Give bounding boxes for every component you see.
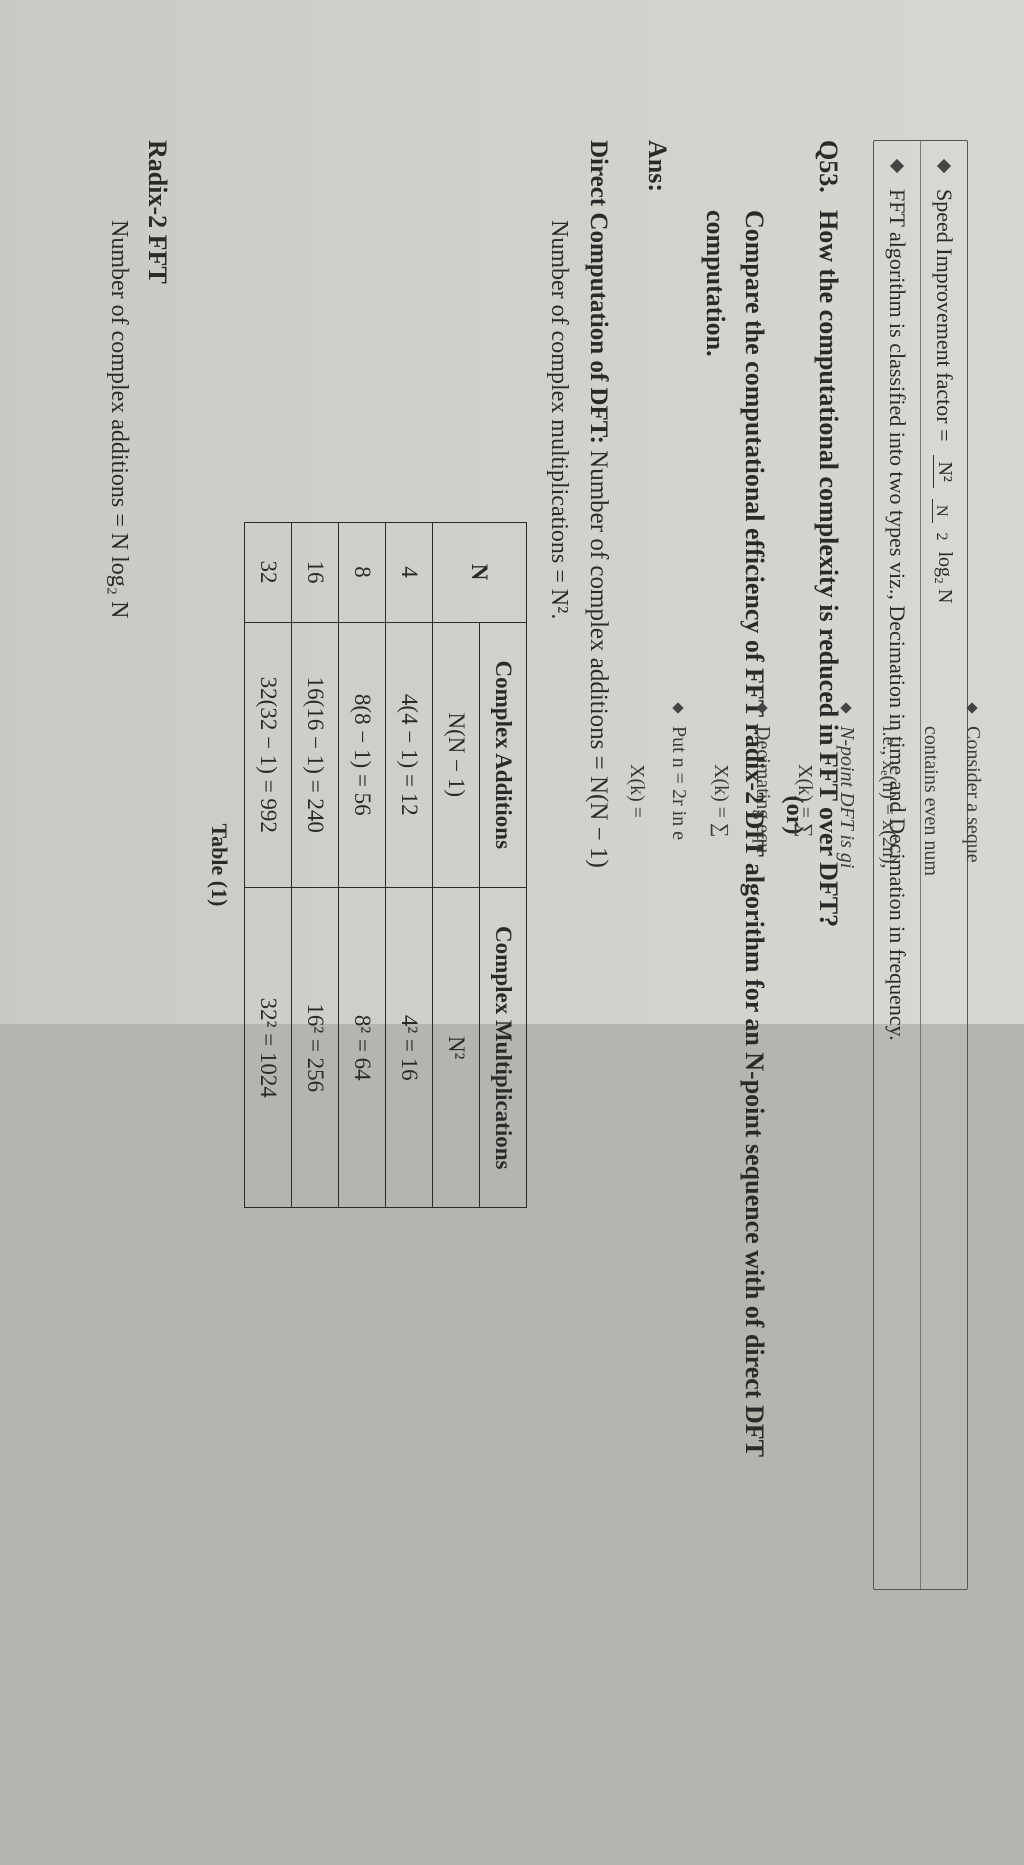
table-sub-row: N(N − 1) N²	[433, 522, 480, 1208]
bullet-icon	[840, 702, 851, 713]
page-scan: Speed Improvement factor = N² N 2 log₂ N…	[0, 0, 1024, 1024]
speed-fraction: N² N 2 log₂ N	[932, 455, 956, 609]
rhs-line: Consider a seque	[952, 704, 994, 1034]
table-row: 4 4(4 − 1) = 12 4² = 16	[386, 522, 433, 1208]
direct-title: Direct Computation of DFT: Number of com…	[584, 140, 612, 1590]
speed-frac-bot: N 2 log₂ N	[934, 493, 956, 610]
table-row: 16 16(16 − 1) = 240 16² = 256	[292, 522, 339, 1208]
rhs-line: N-point DFT is gi	[826, 704, 868, 1034]
rhs-line: contains even num	[910, 726, 952, 1034]
col-n: N	[433, 522, 527, 622]
table-caption: Table (1)	[206, 140, 232, 1590]
bullet-icon	[672, 702, 683, 713]
rhs-line: Decimating equ	[742, 704, 784, 1034]
sub-add: N(N − 1)	[433, 622, 480, 888]
speed-label: Speed Improvement factor =	[931, 189, 957, 441]
radix-line: Number of complex additions = N log₂ N	[105, 220, 132, 1590]
bullet-icon	[756, 702, 767, 713]
rhs-line: X(k) =	[616, 764, 658, 1034]
bullet-icon	[937, 159, 951, 173]
rhs-line: X(k) = ∑	[700, 764, 742, 1034]
table-header-row: N Complex Additions Complex Multiplicati…	[480, 522, 527, 1208]
radix-title: Radix-2 FFT	[142, 140, 172, 1590]
answer-label: Ans:	[642, 140, 672, 210]
question-number: Q53.	[813, 140, 843, 210]
col-add: Complex Additions	[480, 622, 527, 888]
direct-mult: Number of complex multiplications = N².	[545, 220, 572, 1590]
right-page-cutoff: Consider a seque contains even num i.e.,…	[616, 704, 994, 1034]
bullet-icon	[890, 159, 904, 173]
rhs-line: i.e., xₑ(n) = x(2n),	[868, 726, 910, 1034]
rhs-line: X(k) = ∑	[784, 764, 826, 1034]
dft-table: N Complex Additions Complex Multiplicati…	[244, 522, 527, 1209]
col-mult: Complex Multiplications	[480, 888, 527, 1208]
table-row: 8 8(8 − 1) = 56 8² = 64	[339, 522, 386, 1208]
sub-mult: N²	[433, 888, 480, 1208]
bullet-icon	[966, 702, 977, 713]
speed-frac-top: N²	[933, 455, 956, 487]
table-row: 32 32(32 − 1) = 992 32² = 1024	[245, 522, 292, 1208]
rhs-line: Put n = 2r in e	[658, 704, 700, 1034]
